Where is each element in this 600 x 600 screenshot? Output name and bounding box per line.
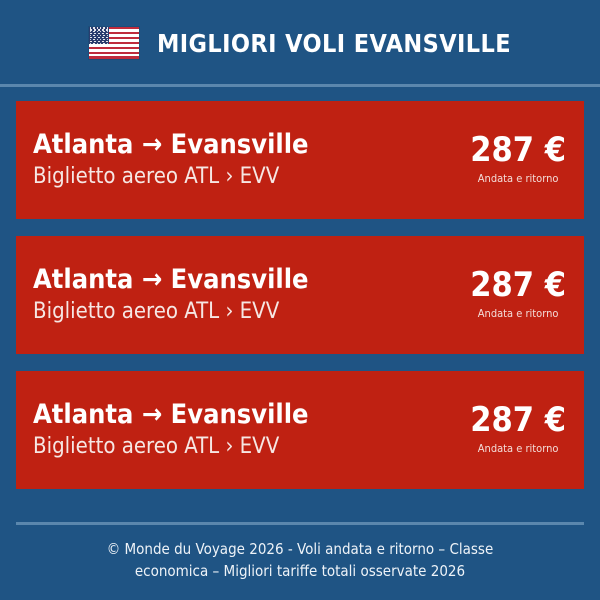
flight-card-info: Atlanta → Evansville Biglietto aereo ATL…	[33, 264, 470, 325]
page-header: MIGLIORI VOLI EVANSVILLE	[0, 0, 600, 86]
us-flag-icon	[88, 27, 139, 59]
flight-card[interactable]: Atlanta → Evansville Biglietto aereo ATL…	[16, 371, 584, 489]
flight-price: 287 €	[470, 264, 566, 305]
flight-price-block: 287 € Andata e ritorno	[470, 264, 566, 323]
flight-route: Atlanta → Evansville	[33, 264, 309, 296]
flight-card[interactable]: Atlanta → Evansville Biglietto aereo ATL…	[16, 236, 584, 354]
footer-line-1: © Monde du Voyage 2026 - Voli andata e r…	[106, 539, 494, 558]
footer-divider	[16, 522, 584, 526]
flag-stripes	[88, 27, 139, 59]
flight-card-info: Atlanta → Evansville Biglietto aereo ATL…	[33, 129, 470, 190]
flight-price: 287 €	[470, 399, 566, 440]
flight-card-info: Atlanta → Evansville Biglietto aereo ATL…	[33, 399, 470, 460]
flight-price: 287 €	[470, 129, 566, 170]
flight-route: Atlanta → Evansville	[33, 129, 309, 161]
flight-ticket-detail: Biglietto aereo ATL › EVV	[33, 299, 280, 325]
flight-ticket-detail: Biglietto aereo ATL › EVV	[33, 164, 280, 190]
flight-route: Atlanta → Evansville	[33, 399, 309, 431]
flight-card-list: Atlanta → Evansville Biglietto aereo ATL…	[0, 86, 600, 504]
footer-line-2: economica – Migliori tariffe totali osse…	[134, 561, 466, 580]
flight-price-block: 287 € Andata e ritorno	[470, 129, 566, 188]
flight-trip-type: Andata e ritorno	[477, 307, 559, 321]
flight-price-block: 287 € Andata e ritorno	[470, 399, 566, 458]
flight-card[interactable]: Atlanta → Evansville Biglietto aereo ATL…	[16, 101, 584, 219]
flag-canton	[88, 27, 109, 45]
header-divider	[0, 84, 600, 87]
flight-ticket-detail: Biglietto aereo ATL › EVV	[33, 434, 280, 460]
flight-trip-type: Andata e ritorno	[477, 442, 559, 456]
flight-trip-type: Andata e ritorno	[477, 172, 559, 186]
footer-text: © Monde du Voyage 2026 - Voli andata e r…	[107, 539, 494, 583]
page-title: MIGLIORI VOLI EVANSVILLE	[156, 28, 512, 58]
page-footer: © Monde du Voyage 2026 - Voli andata e r…	[0, 525, 600, 600]
